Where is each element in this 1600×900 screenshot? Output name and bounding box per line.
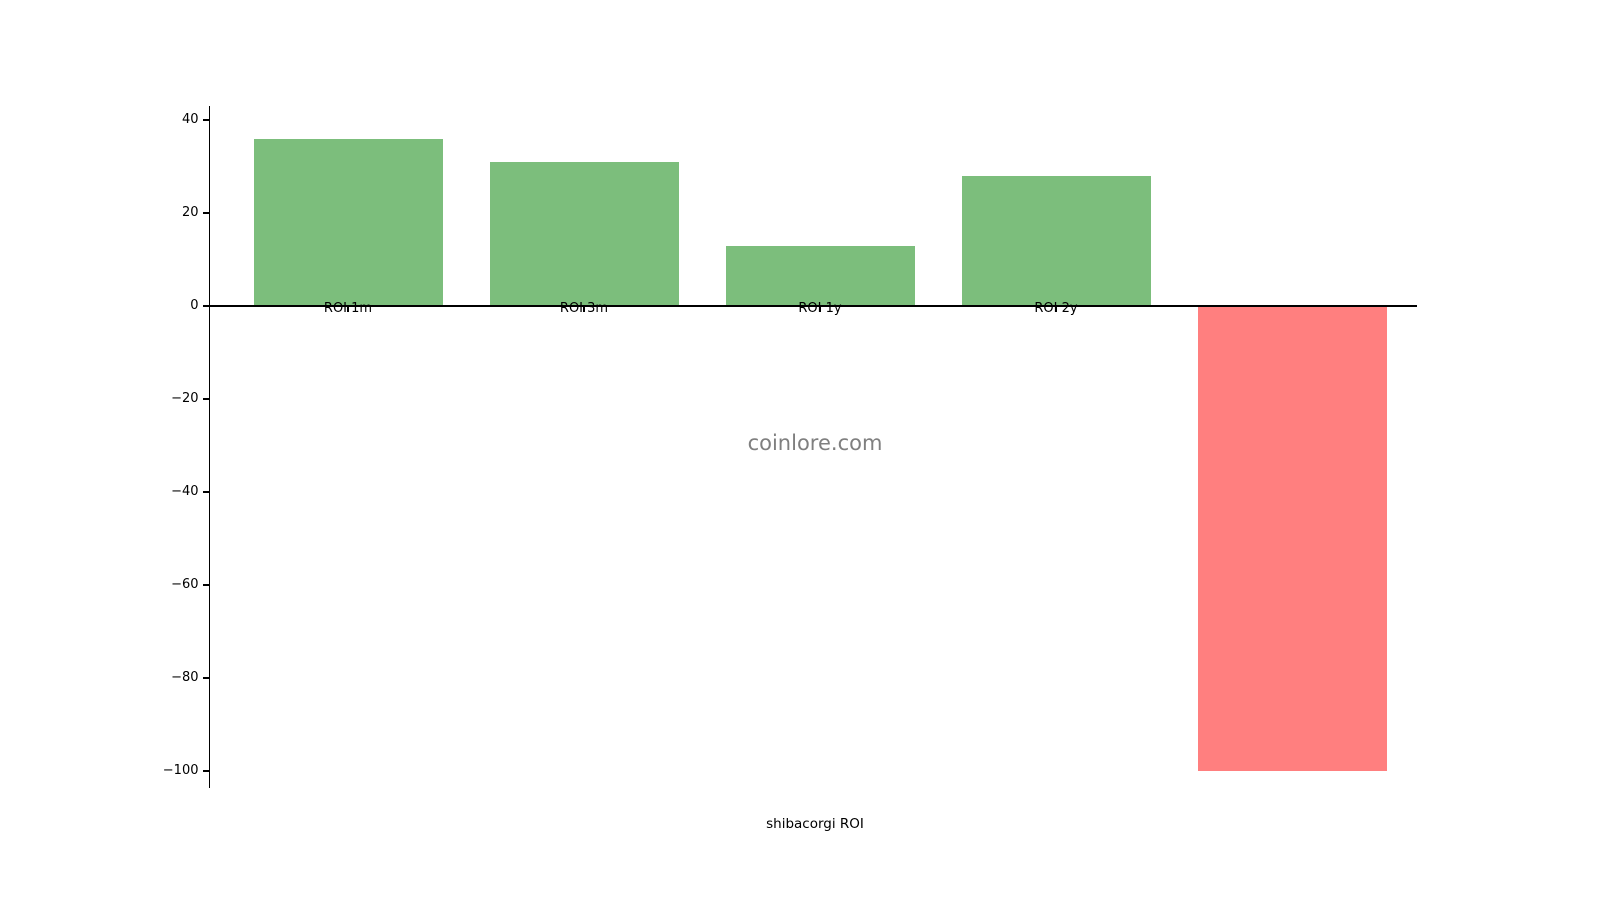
x-axis-title: shibacorgi ROI — [766, 816, 864, 832]
y-axis-tick-label: 0 — [190, 298, 199, 313]
positive-roi-bar — [961, 175, 1151, 306]
x-axis-tick — [819, 306, 821, 312]
x-axis-tick-label: ROI 2y — [1034, 301, 1078, 316]
positive-roi-bar — [725, 245, 915, 306]
x-axis-tick — [583, 306, 585, 312]
y-axis-spine — [208, 106, 210, 788]
x-axis-tick — [1055, 306, 1057, 312]
x-axis-tick-label: ROI 1y — [798, 301, 842, 316]
y-axis-tick — [202, 212, 209, 214]
x-axis-tick-label: ROI 3m — [559, 301, 609, 316]
y-axis-tick — [202, 119, 209, 121]
positive-roi-bar — [253, 138, 443, 306]
y-axis-tick — [202, 677, 209, 679]
y-axis-tick-label: −100 — [162, 763, 199, 778]
positive-roi-bar — [489, 161, 679, 306]
y-axis-tick-label: −80 — [171, 670, 199, 685]
x-axis-tick — [347, 306, 349, 312]
y-axis-tick — [202, 305, 209, 307]
y-axis-tick-label: −20 — [171, 391, 199, 406]
y-axis-tick — [202, 770, 209, 772]
negative-roi-bar — [1197, 306, 1387, 771]
y-axis-tick — [202, 584, 209, 586]
y-axis-tick-label: −60 — [171, 577, 199, 592]
x-axis-zero-line — [210, 305, 1417, 307]
y-axis-tick-label: 20 — [181, 205, 199, 220]
coinlore-watermark: coinlore.com — [747, 431, 883, 455]
y-axis-tick — [202, 398, 209, 400]
y-axis-tick-label: 40 — [181, 112, 199, 127]
y-axis-tick-label: −40 — [171, 484, 199, 499]
y-axis-tick — [202, 491, 209, 493]
x-axis-tick-label: ROI 1m — [323, 301, 373, 316]
